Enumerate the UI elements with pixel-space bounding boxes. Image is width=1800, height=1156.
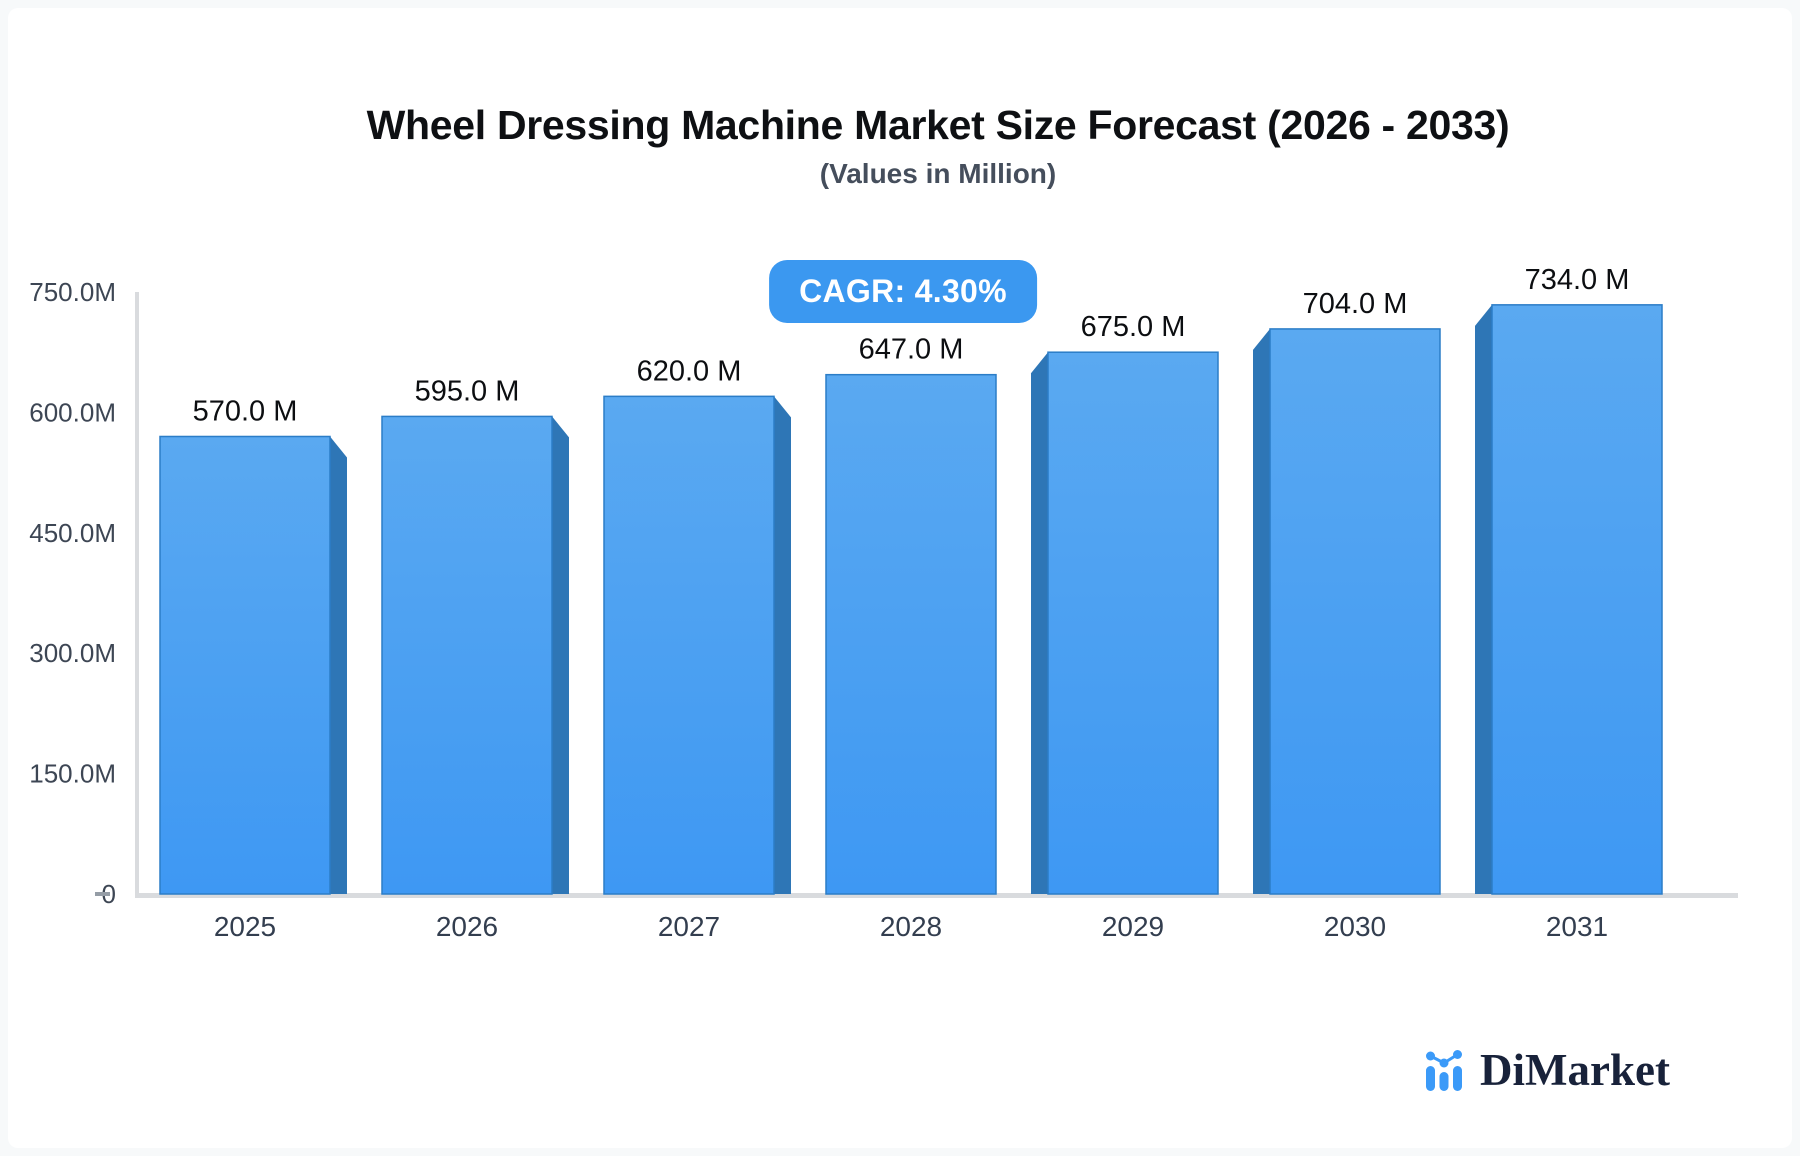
y-axis-label: 750.0M	[29, 277, 116, 307]
bar-front-face	[1491, 304, 1663, 895]
bar-side-face	[1253, 328, 1270, 894]
y-axis-label: 300.0M	[29, 638, 116, 668]
cagr-badge-label: CAGR: 4.30%	[799, 273, 1007, 309]
bar-side-face	[774, 396, 791, 894]
bar-2031: 734.0 M	[1475, 264, 1663, 895]
bar-line-chart-icon	[1426, 1049, 1462, 1091]
bar-side-face	[1475, 304, 1492, 895]
brand-name: DiMarket	[1480, 1045, 1670, 1095]
bar-2027: 620.0 M	[603, 355, 791, 895]
y-axis-line	[135, 292, 139, 894]
bar-2030: 704.0 M	[1253, 288, 1441, 895]
brand-logo: DiMarket	[1424, 1048, 1670, 1093]
bar-2025: 570.0 M	[159, 395, 347, 895]
bar-2026: 595.0 M	[381, 375, 569, 895]
x-axis-label: 2031	[1546, 911, 1608, 942]
bar-front-face	[825, 373, 997, 895]
bar-2028: 647.0 M	[825, 334, 997, 895]
bar-side-face	[330, 436, 347, 894]
bar-front-face	[1047, 351, 1219, 895]
bar-value-label: 704.0 M	[1303, 288, 1408, 320]
bar-front-face	[1269, 328, 1441, 895]
y-axis-label: 450.0M	[29, 518, 116, 548]
x-axis-label: 2026	[436, 911, 498, 942]
chart-subtitle: (Values in Million)	[819, 158, 1057, 189]
bar-front-face	[159, 435, 331, 895]
x-axis-label: 2028	[880, 911, 942, 942]
bar-value-label: 595.0 M	[415, 375, 520, 407]
bar-value-label: 734.0 M	[1525, 264, 1630, 296]
chart-title: Wheel Dressing Machine Market Size Forec…	[366, 102, 1510, 148]
x-axis-line	[135, 893, 1738, 898]
bar-value-label: 675.0 M	[1081, 311, 1186, 343]
bar-value-label: 647.0 M	[859, 334, 964, 366]
bar-value-label: 620.0 M	[637, 355, 742, 387]
x-axis-label: 2029	[1102, 911, 1164, 942]
bar-front-face	[381, 415, 553, 895]
x-axis-label: 2027	[658, 911, 720, 942]
bar-side-face	[552, 416, 569, 894]
x-axis-label: 2030	[1324, 911, 1386, 942]
bar-value-label: 570.0 M	[193, 395, 298, 427]
chart-card: Wheel Dressing Machine Market Size Forec…	[8, 8, 1792, 1148]
x-axis-label: 2025	[214, 911, 276, 942]
bar-front-face	[603, 395, 775, 895]
zero-tick-mark	[95, 892, 110, 896]
bar-2029: 675.0 M	[1031, 311, 1219, 895]
y-axis-label: 600.0M	[29, 397, 116, 427]
bar-side-face	[1031, 352, 1048, 894]
y-axis-label: 150.0M	[29, 759, 116, 789]
cagr-badge: CAGR: 4.30%	[769, 260, 1037, 323]
